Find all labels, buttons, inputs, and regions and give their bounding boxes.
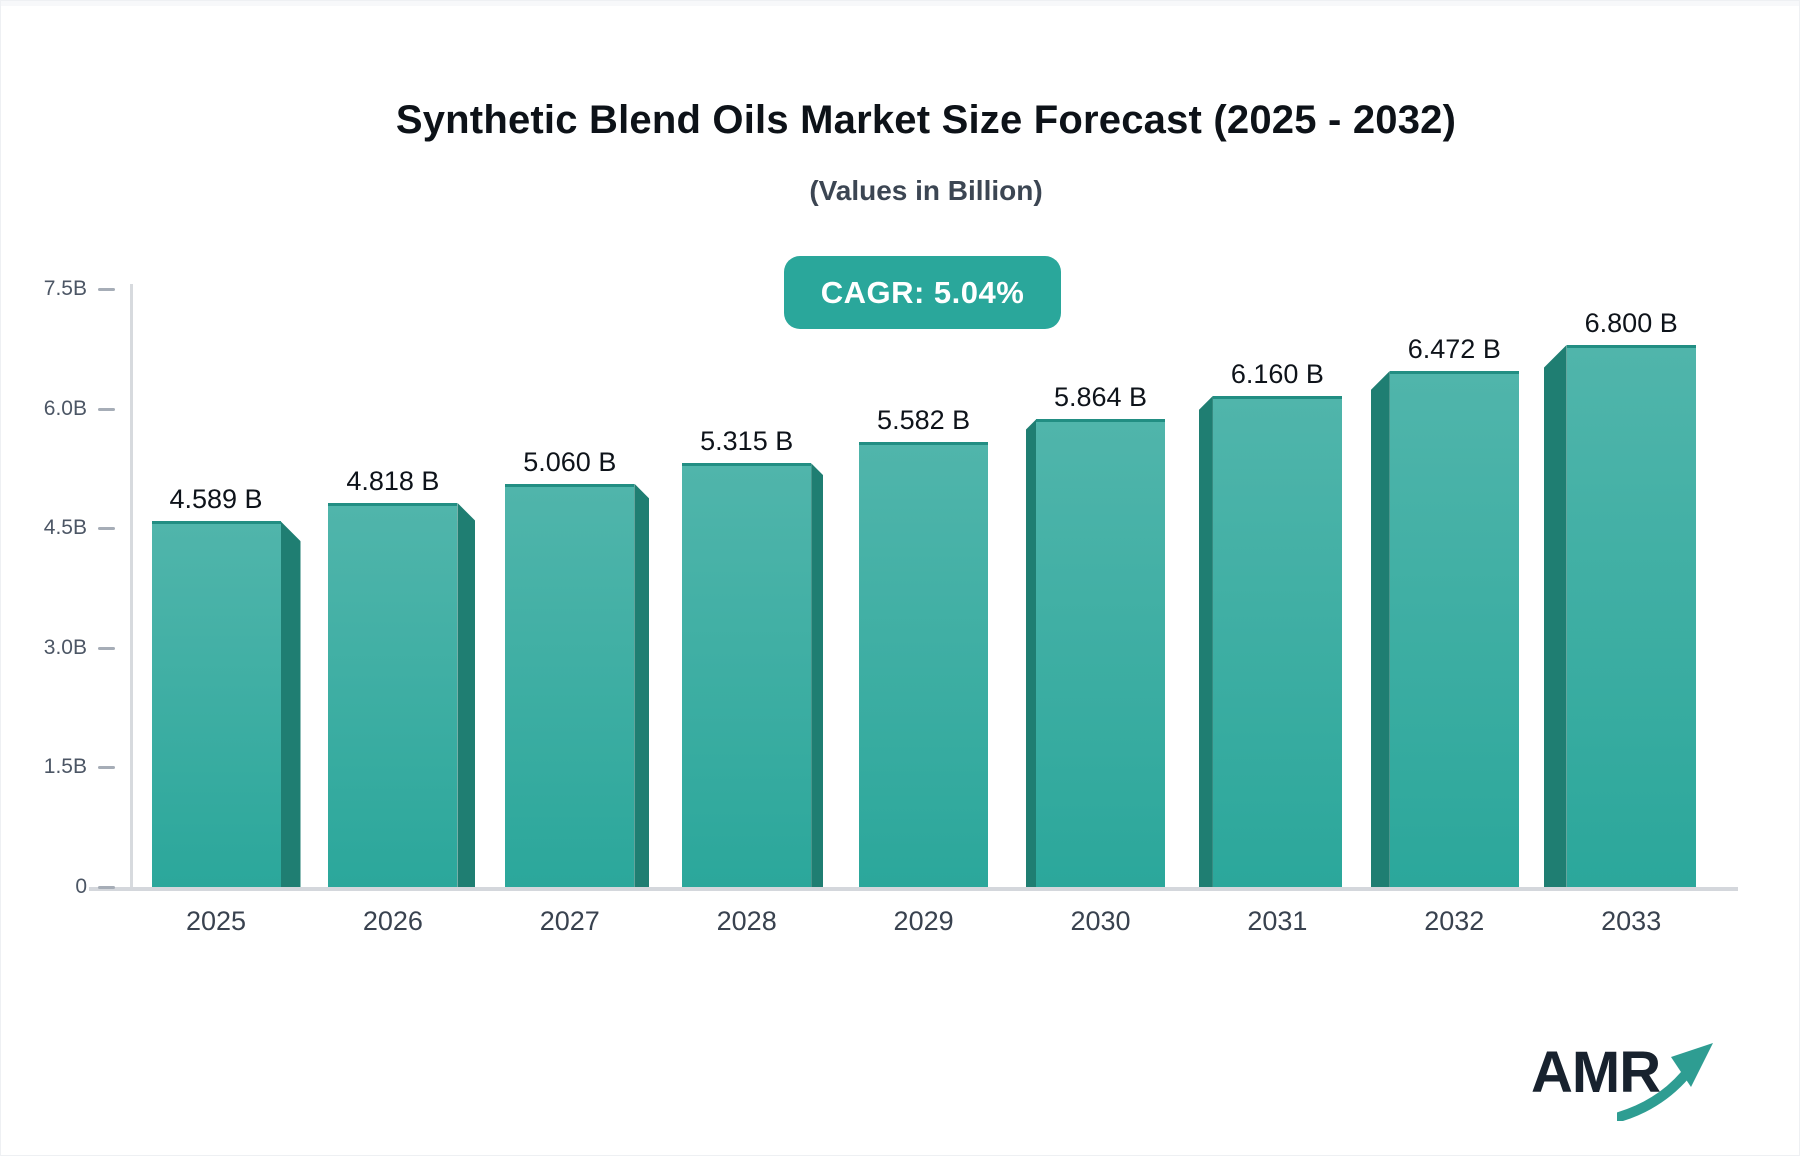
x-axis-category-label: 2031: [1247, 906, 1308, 936]
y-tick-label: 0: [75, 875, 87, 898]
y-tick-label: 7.5B: [43, 277, 87, 301]
bar-side: [1543, 344, 1567, 887]
bar: [328, 502, 458, 887]
bar-value-label: 4.818 B: [346, 465, 440, 496]
x-axis-category-label: 2025: [185, 906, 247, 936]
bar-side: [634, 483, 650, 887]
bar-side: [1370, 370, 1390, 887]
cagr-badge: CAGR: 5.04%: [784, 256, 1061, 329]
x-axis-category-label: 2028: [716, 906, 777, 936]
y-axis-line: [130, 284, 133, 889]
bar-side: [280, 521, 301, 887]
y-tick-mark: [98, 407, 115, 411]
bar-value-label: 5.582 B: [877, 404, 971, 435]
y-tick-mark: [98, 886, 115, 889]
bar-value-label: 4.589 B: [169, 484, 263, 515]
bar-value-label: 5.864 B: [1053, 382, 1148, 413]
y-tick-mark: [98, 766, 115, 770]
bar-value-label: 6.472 B: [1407, 333, 1501, 364]
bar: [682, 463, 812, 887]
chart-subtitle: (Values in Billion): [809, 175, 1043, 206]
cagr-badge-label: CAGR: 5.04%: [820, 274, 1025, 310]
bar-side: [1198, 395, 1213, 887]
y-tick-label: 1.5B: [43, 755, 87, 779]
x-axis-category-label: 2030: [1070, 906, 1131, 936]
bar: [505, 483, 635, 887]
y-tick-label: 4.5B: [43, 516, 87, 540]
x-axis-line: [89, 887, 1738, 891]
bar-value-label: 6.160 B: [1230, 358, 1324, 389]
bar: [151, 521, 281, 887]
bar-side: [457, 502, 476, 887]
bar: [1566, 344, 1696, 887]
x-axis-category-label: 2027: [539, 906, 600, 936]
bar-value-label: 5.315 B: [700, 426, 794, 457]
y-tick-mark: [98, 646, 115, 650]
bar-value-label: 5.060 B: [523, 446, 617, 477]
growth-arrow-icon: [1617, 1043, 1713, 1121]
page-top-strip: [1, 1, 1799, 6]
x-axis-category-label: 2029: [893, 906, 954, 936]
x-axis-category-label: 2032: [1424, 906, 1485, 936]
bar-side: [1026, 419, 1036, 887]
amr-logo: AMR: [1521, 1031, 1751, 1126]
bar: [1036, 419, 1165, 887]
bar-value-label: 6.800 B: [1584, 307, 1678, 338]
bar: [1389, 370, 1519, 887]
bar-side: [811, 463, 824, 887]
bar: [1212, 395, 1342, 887]
x-axis-category-label: 2033: [1601, 906, 1662, 936]
y-tick-mark: [98, 527, 115, 531]
amr-logo-text: AMR: [1531, 1040, 1661, 1105]
x-axis-category-label: 2026: [362, 906, 423, 936]
y-tick-label: 3.0B: [43, 635, 87, 659]
bar: [859, 441, 989, 887]
chart-title: Synthetic Blend Oils Market Size Forecas…: [395, 98, 1457, 142]
y-tick-mark: [98, 288, 115, 292]
y-tick-label: 6.0B: [43, 396, 87, 420]
